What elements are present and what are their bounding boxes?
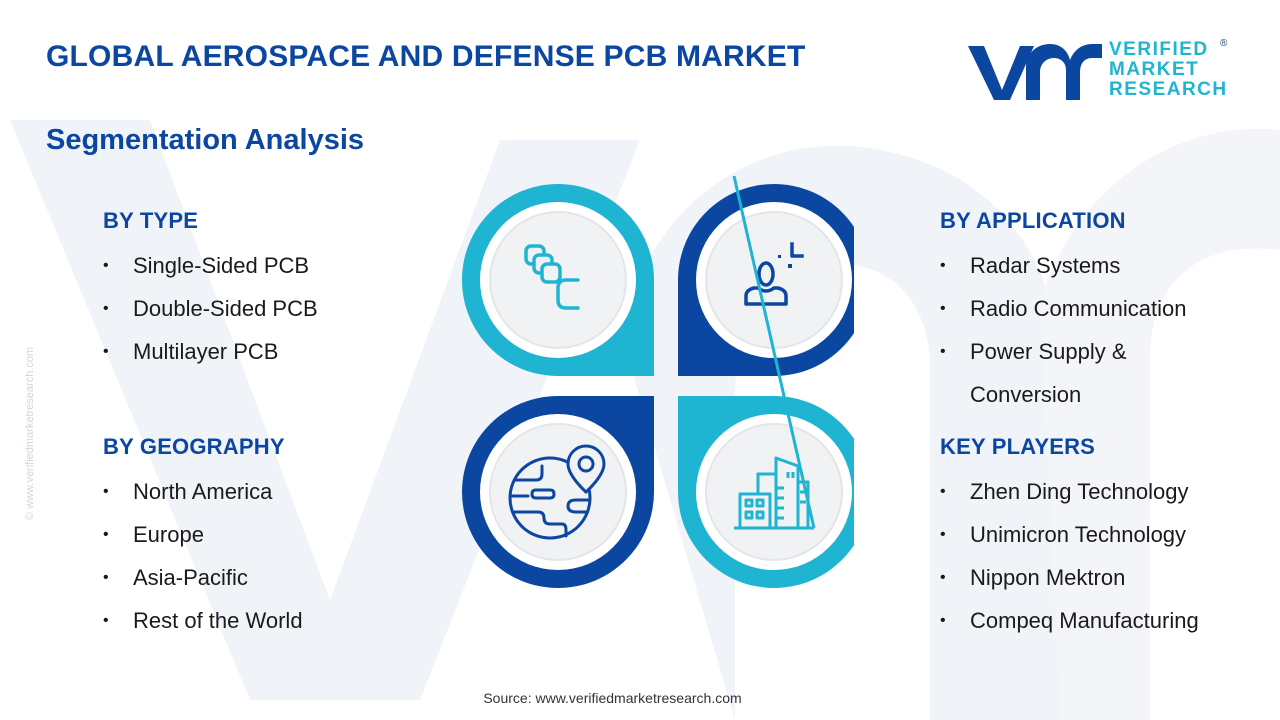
bullet-icon: • [103, 483, 109, 500]
list-item: • Rest of the World [103, 599, 303, 642]
petal-bottom-right [678, 396, 854, 588]
key-players-list: • Zhen Ding Technology • Unimicron Technol… [940, 470, 1199, 642]
globe-location-icon [508, 444, 606, 540]
vmr-logo: VERIFIED MARKET RESEARCH ® [964, 38, 1234, 104]
registered-mark: ® [1220, 38, 1228, 49]
list-item: • Unimicron Technology [940, 513, 1199, 556]
bullet-icon: • [103, 343, 109, 360]
section-by-geography: BY GEOGRAPHY • North America • Europe • Asi… [103, 434, 303, 642]
bullet-icon: • [940, 300, 946, 317]
list-item: • Power Supply & Conversion [940, 330, 1200, 416]
section-by-type: BY TYPE • Single-Sided PCB • Double-Sided … [103, 208, 318, 373]
petal-bottom-left [462, 396, 654, 588]
page-subtitle: Segmentation Analysis [46, 124, 365, 156]
list-item: • North America [103, 470, 303, 513]
list-item: • Nippon Mektron [940, 556, 1199, 599]
segmentation-petals-graphic [462, 176, 854, 588]
section-heading-by-application: BY APPLICATION [940, 208, 1126, 233]
bullet-icon: • [940, 257, 946, 274]
by-geography-list: • North America • Europe • Asia-Pacific • Re… [103, 470, 303, 642]
list-item: • Asia-Pacific [103, 556, 303, 599]
bullet-icon: • [103, 300, 109, 317]
list-item: • Radar Systems [940, 244, 1200, 287]
bullet-icon: • [940, 569, 946, 586]
list-item: • Europe [103, 513, 303, 556]
layers-stack-icon [524, 244, 580, 310]
logo-line-research: RESEARCH [1109, 79, 1228, 100]
section-key-players: KEY PLAYERS • Zhen Ding Technology • Unimi… [940, 434, 1199, 642]
section-by-application: BY APPLICATION • Radar Systems • Radio Com… [940, 208, 1200, 416]
bullet-icon: • [103, 526, 109, 543]
list-item: • Zhen Ding Technology [940, 470, 1199, 513]
logo-line-market: MARKET [1109, 59, 1200, 80]
copyright-watermark: © www.verifiedmarketresearch.com [24, 346, 36, 520]
list-item: • Single-Sided PCB [103, 244, 318, 287]
bullet-icon: • [103, 257, 109, 274]
vmr-logo-icon [968, 44, 1102, 100]
bullet-icon: • [940, 526, 946, 543]
list-item: • Compeq Manufacturing [940, 599, 1199, 642]
section-heading-key-players: KEY PLAYERS [940, 434, 1096, 459]
bullet-icon: • [940, 612, 946, 629]
logo-wordmark: VERIFIED MARKET RESEARCH [1109, 40, 1228, 100]
petal-top-right [678, 184, 854, 376]
section-heading-by-type: BY TYPE [103, 208, 199, 233]
user-signal-icon [744, 242, 804, 306]
section-heading-by-geography: BY GEOGRAPHY [103, 434, 285, 459]
list-item: • Multilayer PCB [103, 330, 318, 373]
city-buildings-icon [732, 176, 816, 530]
list-item: • Radio Communication [940, 287, 1200, 330]
by-type-list: • Single-Sided PCB • Double-Sided PCB • Mul… [103, 244, 318, 373]
bullet-icon: • [103, 612, 109, 629]
bullet-icon: • [940, 343, 946, 360]
page-title: GLOBAL AEROSPACE AND DEFENSE PCB MARKET [46, 40, 806, 73]
logo-line-verified: VERIFIED [1109, 39, 1209, 60]
by-application-list: • Radar Systems • Radio Communication • Pow… [940, 244, 1200, 416]
source-caption: Source: www.verifiedmarketresearch.com [483, 690, 742, 706]
list-item: • Double-Sided PCB [103, 287, 318, 330]
bullet-icon: • [103, 569, 109, 586]
bullet-icon: • [940, 483, 946, 500]
